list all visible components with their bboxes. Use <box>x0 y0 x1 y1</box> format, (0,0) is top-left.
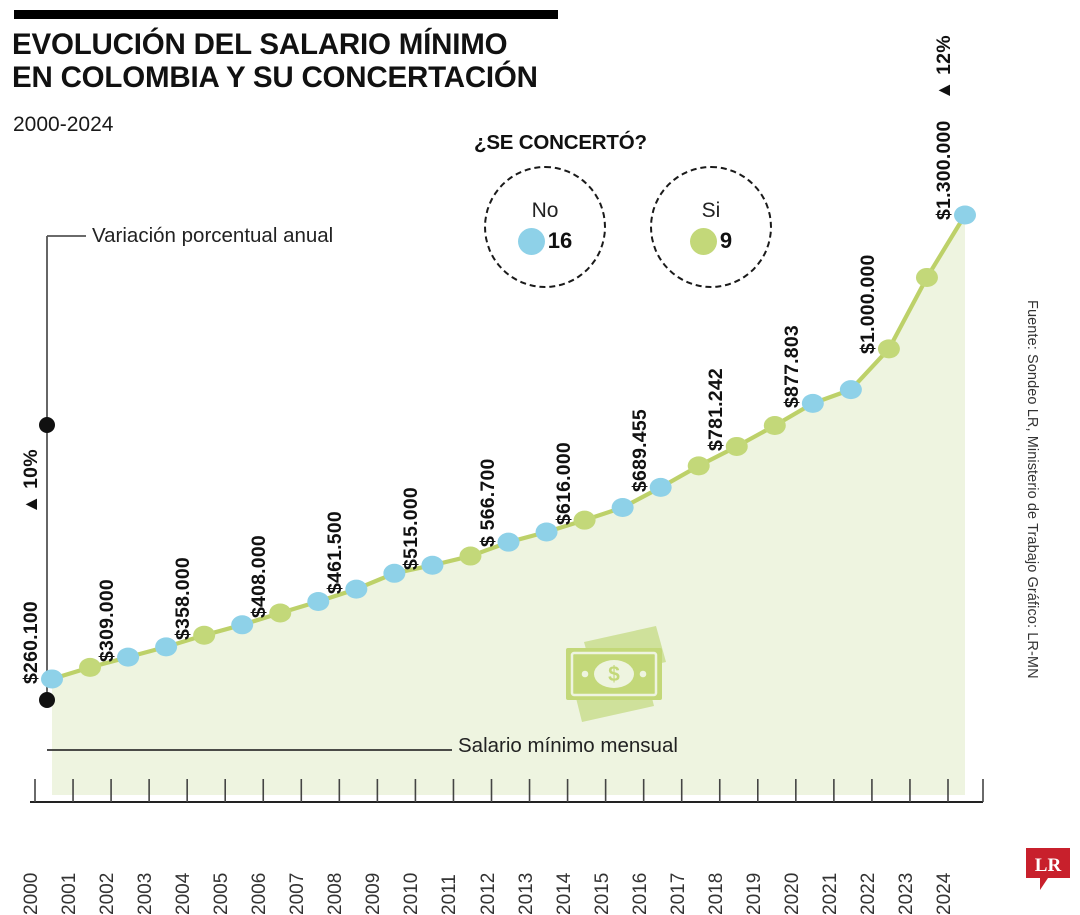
year-label-2004: 2004 <box>173 872 195 915</box>
top-rule <box>14 10 558 19</box>
year-label-2009: 2009 <box>363 872 385 915</box>
percent-label-2000: ▲ 10% <box>20 449 42 514</box>
year-label-2014: 2014 <box>553 872 575 915</box>
concert-question: ¿SE CONCERTÓ? <box>474 131 647 154</box>
year-label-2006: 2006 <box>249 872 271 915</box>
year-label-2001: 2001 <box>59 872 81 915</box>
banknote-icon: $ <box>566 626 666 722</box>
value-label-2016: $689.455 <box>628 409 651 493</box>
year-label-2019: 2019 <box>743 872 765 915</box>
value-label-2000: $260.100 <box>20 601 42 684</box>
legend-label-no: No <box>531 198 559 222</box>
value-label-2002: $309.000 <box>96 579 119 663</box>
year-label-2018: 2018 <box>705 872 727 915</box>
year-label-2011: 2011 <box>439 874 461 915</box>
value-label-2004: $358.000 <box>172 557 195 641</box>
lr-logo: LR <box>1026 848 1070 890</box>
line-chart: $260.100 $309.000 $358.000 $408.000 $461.500… <box>20 35 984 915</box>
legend-dot-no <box>517 227 545 255</box>
page-title: EVOLUCIÓN DEL SALARIO MÍNIMO EN COLOMBIA… <box>12 28 632 94</box>
year-label-2024: 2024 <box>934 872 955 915</box>
value-label-2024: $1.300.000 <box>933 120 955 220</box>
legend-dot-si <box>689 227 717 255</box>
year-label-2023: 2023 <box>895 872 917 915</box>
value-label-2008: $461.500 <box>324 511 347 595</box>
value-label-2020: $877.803 <box>780 325 803 409</box>
value-label-2014: $616.000 <box>552 442 575 526</box>
annotation-variation: Variación porcentual anual <box>92 224 334 247</box>
year-label-2021: 2021 <box>819 872 841 915</box>
annotation-salary: Salario mínimo mensual <box>458 734 678 757</box>
year-label-2020: 2020 <box>781 872 803 915</box>
value-label-2012: $ 566.700 <box>476 458 499 548</box>
year-label-2022: 2022 <box>857 872 879 915</box>
legend-count-si: 9 <box>719 228 733 253</box>
value-label-2018: $781.242 <box>704 368 727 452</box>
legend-count-no: 16 <box>547 228 573 253</box>
legend-bubble-no: No 16 <box>484 166 606 288</box>
year-label-2015: 2015 <box>591 872 613 915</box>
year-label-2003: 2003 <box>135 872 157 915</box>
svg-text:$: $ <box>608 663 620 686</box>
legend-bubble-si: Si 9 <box>650 166 772 288</box>
legend-label-si: Si <box>701 198 721 222</box>
source-credit: Fuente: Sondeo LR, Ministerio de Trabajo… <box>1024 300 1040 679</box>
year-label-2002: 2002 <box>97 872 119 915</box>
value-label-2010: $515.000 <box>400 487 423 571</box>
year-label-2000: 2000 <box>21 872 42 915</box>
year-label-2016: 2016 <box>629 872 651 915</box>
page-subtitle: 2000-2024 <box>13 113 114 136</box>
page-title-line1: EVOLUCIÓN DEL SALARIO MÍNIMO <box>12 28 508 61</box>
year-label-2017: 2017 <box>667 872 689 915</box>
svg-text:LR: LR <box>1035 855 1062 876</box>
value-label-2006: $408.000 <box>248 535 271 618</box>
year-label-2008: 2008 <box>325 872 347 915</box>
year-label-2013: 2013 <box>515 872 537 915</box>
chart-svg <box>30 205 984 803</box>
year-label-2007: 2007 <box>287 872 309 915</box>
percent-label-2024: ▲ 12% <box>933 35 955 100</box>
year-label-2012: 2012 <box>477 872 499 915</box>
year-label-2010: 2010 <box>401 872 423 915</box>
value-label-2022: $1.000.000 <box>856 254 879 354</box>
page-title-line2: EN COLOMBIA Y SU CONCERTACIÓN <box>12 61 538 95</box>
year-label-2005: 2005 <box>211 872 233 915</box>
